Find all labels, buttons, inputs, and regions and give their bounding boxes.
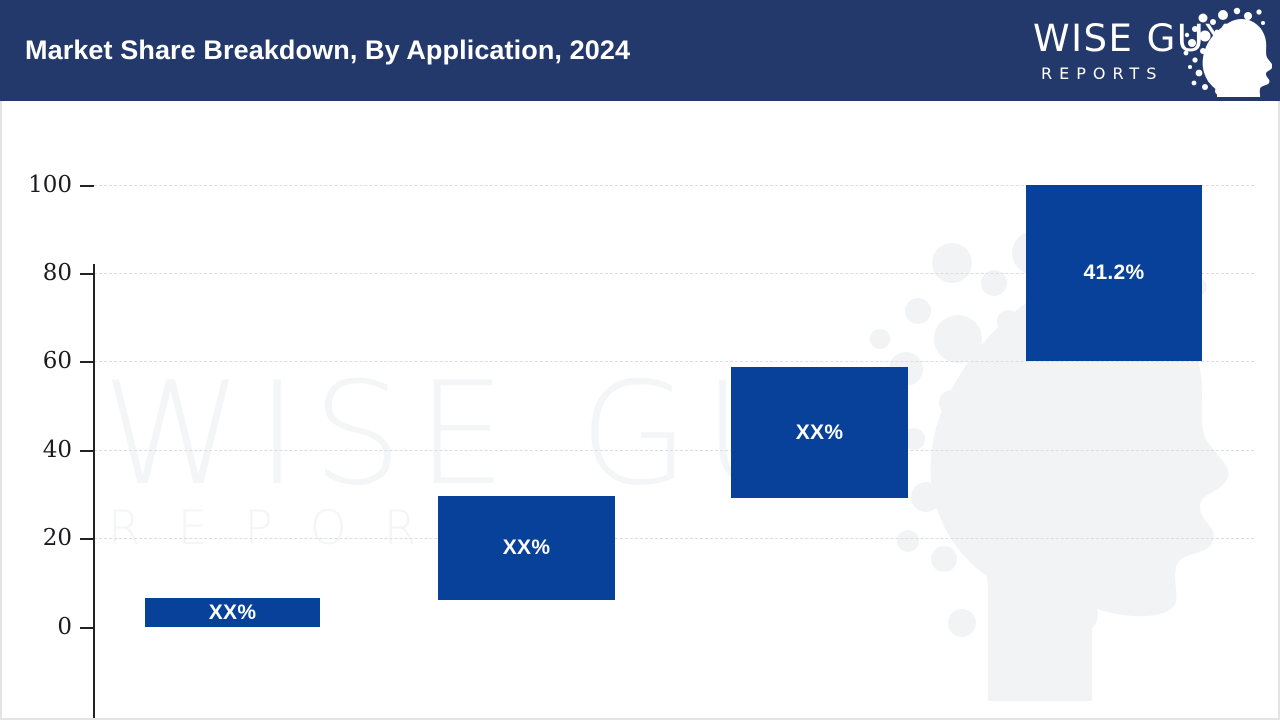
y-tick-40 [80,450,94,452]
y-tick-label-100: 100 [28,172,72,198]
y-tick-20 [80,538,94,540]
gridline-60 [94,361,1254,362]
bar-label-heavy-trucks: XX% [502,536,551,559]
y-tick-80 [80,273,94,275]
y-tick-label-0: 0 [57,614,72,640]
bar-passenger-cars[interactable]: 41.2% [1026,185,1202,361]
svg-text:WISE GUY: WISE GUY [1033,17,1229,60]
y-tick-label-20: 20 [42,525,72,551]
gridline-20 [94,538,1254,539]
y-tick-label-40: 40 [42,437,72,463]
gridline-40 [94,450,1254,451]
bar-buses[interactable]: XX% [145,598,320,627]
bar-label-buses: XX% [208,600,257,624]
y-axis-line [93,264,96,718]
y-tick-label-80: 80 [42,260,72,286]
wise-guy-reports-logo: WISE GUY REPORTS [1027,5,1272,97]
svg-text:REPORTS: REPORTS [1041,64,1163,83]
y-tick-label-60: 60 [42,348,72,374]
y-tick-100 [80,185,94,187]
gridline-80 [94,273,1254,274]
y-tick-60 [80,361,94,363]
bar-label-light-trucks: XX% [795,420,844,444]
page-title: Market Share Breakdown, By Application, … [25,35,631,65]
bar-heavy-trucks[interactable]: XX% [438,496,615,600]
chart-plot-area: WISE GUY REPORTS [2,101,1280,718]
gridline-100 [94,185,1254,186]
y-tick-0 [80,627,94,629]
page-header: Market Share Breakdown, By Application, … [0,0,1280,101]
bar-light-trucks[interactable]: XX% [731,367,908,498]
bar-label-passenger-cars: 41.2% [1083,261,1145,284]
